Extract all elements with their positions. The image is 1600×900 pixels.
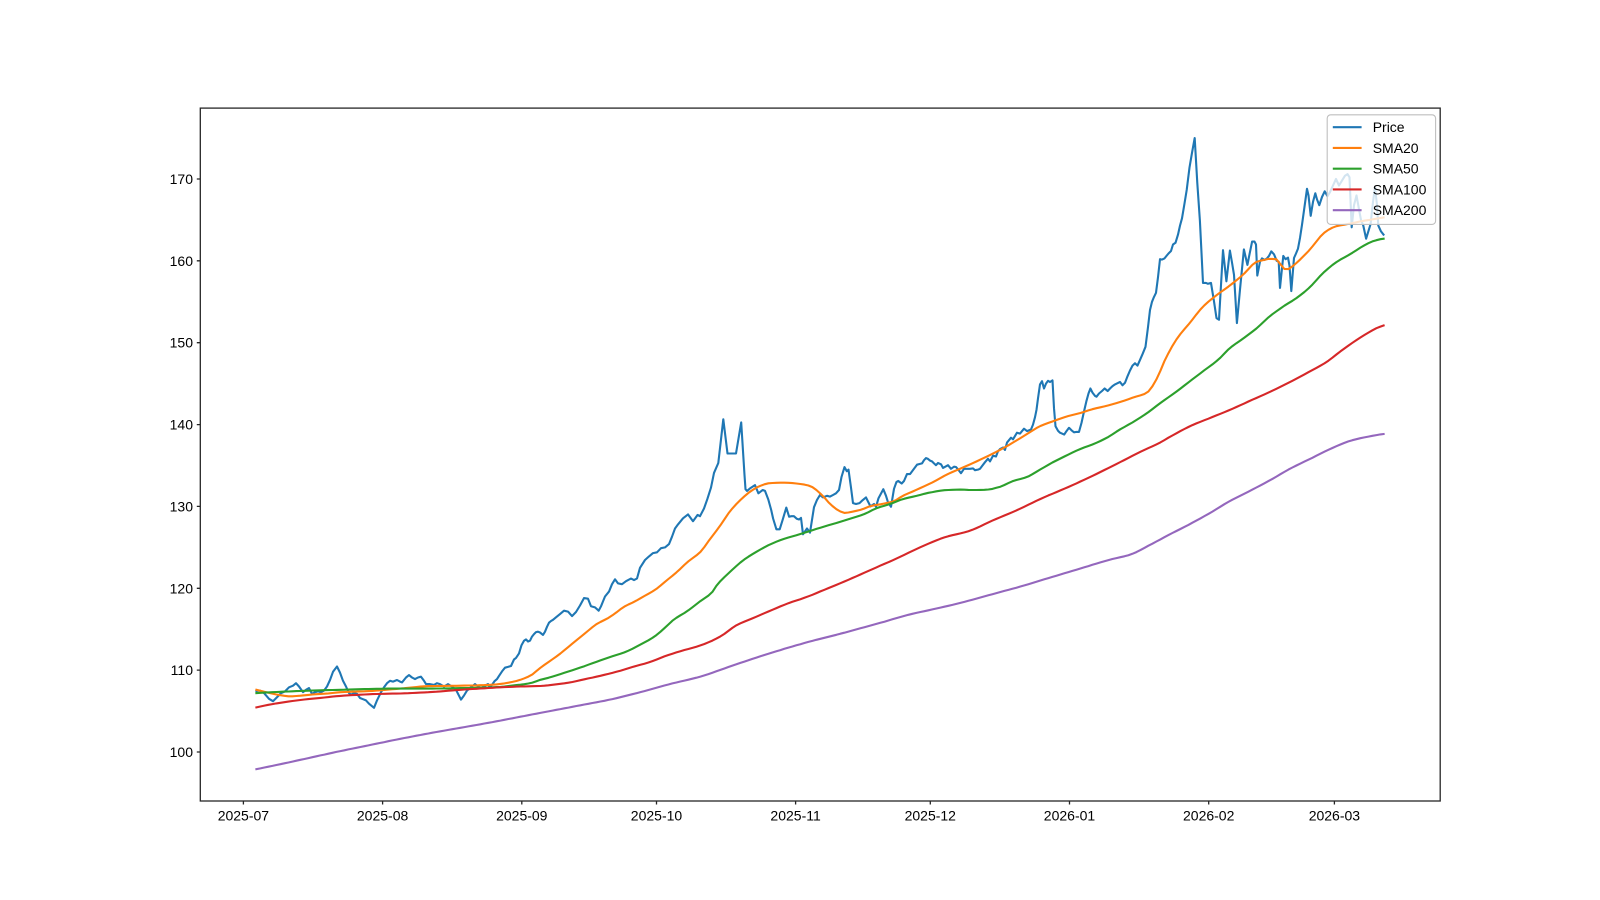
svg-text:100: 100 <box>170 744 194 760</box>
svg-text:120: 120 <box>170 580 194 596</box>
svg-text:130: 130 <box>170 498 194 514</box>
svg-text:110: 110 <box>171 662 194 678</box>
svg-text:2026-03: 2026-03 <box>1309 808 1361 824</box>
svg-text:170: 170 <box>170 171 194 187</box>
svg-text:2025-09: 2025-09 <box>496 808 548 824</box>
svg-text:2025-11: 2025-11 <box>770 808 821 824</box>
svg-text:2025-08: 2025-08 <box>357 808 409 824</box>
svg-text:140: 140 <box>170 417 194 433</box>
svg-text:SMA20: SMA20 <box>1373 140 1419 156</box>
svg-text:SMA200: SMA200 <box>1373 202 1427 218</box>
svg-text:160: 160 <box>170 253 194 269</box>
svg-text:SMA50: SMA50 <box>1373 161 1419 177</box>
svg-text:150: 150 <box>170 335 194 351</box>
svg-text:2025-07: 2025-07 <box>218 808 270 824</box>
svg-text:2025-10: 2025-10 <box>631 808 683 824</box>
svg-text:SMA100: SMA100 <box>1373 181 1427 197</box>
svg-text:2025-12: 2025-12 <box>905 808 957 824</box>
svg-text:Price: Price <box>1373 119 1405 135</box>
svg-text:2026-01: 2026-01 <box>1044 808 1096 824</box>
svg-text:2026-02: 2026-02 <box>1183 808 1235 824</box>
